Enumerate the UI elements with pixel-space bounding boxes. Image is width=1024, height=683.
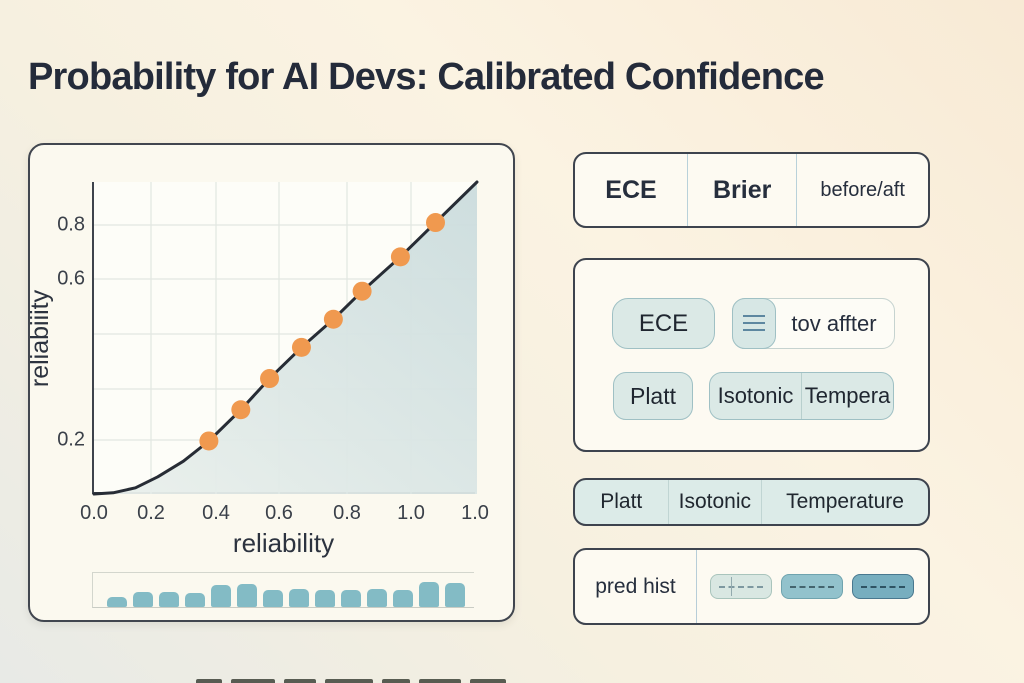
pred-hist-swatch-light[interactable]: [710, 574, 772, 599]
isotonic-temperature-button[interactable]: Isotonic Tempera: [709, 372, 894, 420]
platt-button[interactable]: Platt: [613, 372, 693, 420]
dash-line-icon: [719, 585, 763, 588]
temperature-segment[interactable]: Tempera: [804, 383, 891, 408]
method-platt[interactable]: Platt: [575, 480, 669, 524]
metric-before-after[interactable]: before/aft: [820, 178, 905, 201]
confidence-histogram: [92, 572, 474, 608]
pred-hist-label: pred hist: [575, 550, 697, 623]
x-axis-label: reliability: [232, 528, 335, 558]
dash-line-icon: [861, 585, 905, 588]
pred-hist-swatch-dark[interactable]: [852, 574, 914, 599]
histogram-bar: [159, 592, 179, 607]
dash-line-icon: [790, 585, 834, 588]
x-tick: 1.0: [397, 502, 425, 524]
histogram-bar: [211, 585, 231, 607]
histogram-bar: [133, 592, 153, 607]
metrics-bar: ECE Brier before/aft: [573, 152, 930, 228]
y-tick: 0.2: [57, 428, 85, 451]
after-field-text: tov affter: [791, 310, 877, 336]
x-tick: 0.2: [137, 502, 165, 524]
page-title: Probability for AI Devs: Calibrated Conf…: [28, 56, 825, 98]
histogram-bar: [341, 590, 361, 607]
histogram-bar: [393, 590, 413, 607]
reliability-plot: 0.8 0.6 0.2 0.0 0.2 0.4 0.6 0.8 1.0 1.0: [57, 180, 489, 524]
method-temperature[interactable]: Temperature: [786, 490, 904, 513]
cropped-bottom-marks: [196, 679, 506, 683]
hamburger-menu-icon: [742, 315, 765, 317]
histogram-bar: [315, 590, 335, 607]
isotonic-segment[interactable]: Isotonic: [710, 373, 802, 419]
pred-hist-swatch-medium[interactable]: [781, 574, 843, 599]
ece-button[interactable]: ECE: [612, 298, 715, 349]
x-tick: 0.4: [202, 502, 230, 524]
metric-brier[interactable]: Brier: [688, 154, 798, 226]
metric-ece[interactable]: ECE: [575, 154, 688, 226]
x-tick: 1.0: [461, 502, 489, 524]
histogram-bar: [107, 597, 127, 607]
reliability-curve-svg: [92, 180, 479, 496]
methods-bar: Platt Isotonic Temperature: [573, 478, 930, 526]
pred-hist-panel: pred hist: [573, 548, 930, 625]
y-tick: 0.8: [57, 213, 85, 236]
method-isotonic[interactable]: Isotonic: [669, 480, 763, 524]
histogram-bar: [367, 589, 387, 607]
hamburger-menu-button[interactable]: [731, 297, 776, 349]
histogram-bar: [263, 590, 283, 607]
histogram-bar: [445, 583, 465, 607]
histogram-bar: [185, 593, 205, 607]
pred-hist-swatches: [697, 550, 928, 623]
reliability-chart-card: reliabiiity 0.8 0.6 0.2 0.0 0.2 0.4 0.6 0.8 1.0…: [26, 143, 515, 622]
x-tick: 0.6: [265, 502, 293, 524]
x-tick: 0.0: [80, 502, 108, 524]
y-axis-label: reliabiiity: [26, 289, 55, 387]
histogram-bar: [289, 589, 309, 607]
histogram-bar: [419, 582, 439, 607]
x-tick: 0.8: [333, 502, 361, 524]
histogram-bar: [237, 584, 257, 607]
after-field[interactable]: tov affter: [731, 297, 895, 349]
y-tick: 0.6: [57, 267, 85, 290]
calibration-controls-panel: ECE tov affter Platt Isotonic Tempera: [573, 258, 930, 452]
